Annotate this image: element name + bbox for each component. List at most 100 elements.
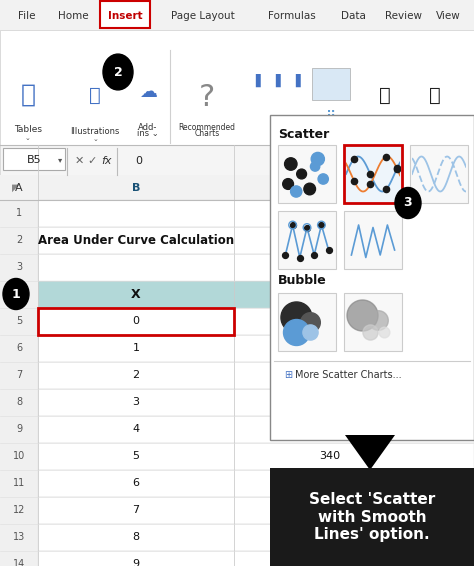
- Text: ⌄: ⌄: [432, 134, 438, 140]
- Text: ⌄: ⌄: [382, 135, 388, 141]
- Text: ✓: ✓: [87, 156, 97, 166]
- Point: [289, 221, 296, 230]
- Text: 400: 400: [319, 505, 340, 515]
- Text: ⌄: ⌄: [25, 135, 31, 141]
- Text: 4: 4: [16, 289, 22, 299]
- Text: 7: 7: [16, 370, 22, 380]
- Point: [287, 160, 295, 169]
- Text: X: X: [131, 288, 141, 301]
- Text: 2: 2: [114, 66, 122, 79]
- Text: 2: 2: [16, 235, 22, 245]
- Text: Y: Y: [326, 288, 335, 301]
- Text: 9: 9: [132, 559, 139, 566]
- Point: [380, 328, 388, 337]
- Text: Page Layout: Page Layout: [171, 11, 235, 21]
- Text: ⌄: ⌄: [92, 136, 98, 142]
- Text: 4: 4: [132, 424, 139, 434]
- Text: 13: 13: [13, 532, 25, 542]
- Point: [292, 312, 300, 321]
- Text: Insert: Insert: [108, 11, 142, 21]
- Text: ⬜: ⬜: [20, 83, 36, 107]
- Point: [350, 155, 358, 164]
- Text: 8: 8: [132, 532, 139, 542]
- Point: [292, 328, 300, 337]
- Text: 🌐: 🌐: [379, 85, 391, 105]
- Text: Scatter: Scatter: [278, 128, 329, 142]
- Text: ⊞: ⊞: [284, 370, 292, 380]
- Text: Maps: Maps: [374, 127, 396, 136]
- Text: Data: Data: [340, 11, 365, 21]
- Point: [318, 221, 325, 230]
- Text: ✕: ✕: [74, 156, 84, 166]
- Point: [319, 174, 327, 183]
- Text: 259: 259: [319, 478, 341, 488]
- Text: ▐: ▐: [270, 74, 280, 87]
- Text: Home: Home: [58, 11, 88, 21]
- Text: 10: 10: [13, 451, 25, 461]
- Point: [311, 162, 319, 171]
- Text: 0: 0: [133, 316, 139, 326]
- Point: [366, 170, 374, 179]
- Text: 1: 1: [133, 343, 139, 353]
- Text: 800: 800: [319, 532, 340, 542]
- Text: File: File: [18, 11, 36, 21]
- Text: 8: 8: [16, 397, 22, 407]
- Text: 27: 27: [323, 343, 337, 353]
- Text: 12: 12: [13, 505, 25, 515]
- Text: Illustrations: Illustrations: [70, 127, 120, 136]
- Point: [314, 155, 321, 164]
- Text: ?: ?: [199, 84, 215, 113]
- Point: [393, 163, 401, 172]
- Text: 2: 2: [132, 370, 139, 380]
- Point: [292, 187, 300, 196]
- Text: ◤: ◤: [12, 183, 20, 193]
- Text: 14: 14: [13, 559, 25, 566]
- Text: A: A: [15, 183, 23, 193]
- Text: 133: 133: [319, 370, 340, 380]
- Point: [310, 251, 318, 260]
- Point: [318, 221, 325, 230]
- Point: [284, 179, 292, 188]
- Text: ▾: ▾: [58, 156, 62, 165]
- Text: ☁: ☁: [139, 83, 157, 101]
- Text: 5: 5: [133, 451, 139, 461]
- Point: [306, 328, 313, 337]
- Point: [350, 177, 358, 186]
- Text: 3: 3: [16, 262, 22, 272]
- Text: 6: 6: [133, 478, 139, 488]
- Text: fx: fx: [101, 156, 111, 166]
- Point: [298, 169, 305, 178]
- Text: Select 'Scatter
with Smooth
Lines' option.: Select 'Scatter with Smooth Lines' optio…: [309, 492, 435, 542]
- Point: [383, 185, 390, 194]
- Text: 345: 345: [319, 424, 340, 434]
- Text: Formulas: Formulas: [268, 11, 316, 21]
- Text: 10: 10: [323, 316, 337, 326]
- Text: 1: 1: [12, 288, 20, 301]
- Text: Tables: Tables: [14, 126, 42, 135]
- Text: ▐: ▐: [250, 74, 260, 87]
- Text: 1: 1: [16, 208, 22, 218]
- Point: [303, 223, 311, 232]
- Text: Add-: Add-: [138, 122, 158, 131]
- Text: 0: 0: [135, 156, 142, 166]
- Point: [303, 223, 311, 232]
- Text: Recommended: Recommended: [179, 122, 236, 131]
- Text: More Scatter Charts...: More Scatter Charts...: [295, 370, 401, 380]
- Text: ⠿: ⠿: [326, 110, 336, 124]
- Text: 7: 7: [132, 505, 139, 515]
- Text: 573: 573: [319, 397, 340, 407]
- Text: 6: 6: [16, 343, 22, 353]
- Point: [282, 251, 289, 260]
- Text: B: B: [132, 183, 140, 193]
- Text: 5: 5: [16, 316, 22, 326]
- Text: C: C: [326, 183, 334, 193]
- Text: 📊: 📊: [429, 85, 441, 105]
- Point: [358, 310, 366, 319]
- Text: 3: 3: [133, 397, 139, 407]
- Point: [306, 318, 313, 327]
- Point: [383, 152, 390, 161]
- Text: 📷: 📷: [89, 85, 101, 105]
- Text: Area Under Curve Calculation: Area Under Curve Calculation: [38, 234, 234, 247]
- Point: [366, 328, 374, 337]
- Point: [306, 185, 313, 194]
